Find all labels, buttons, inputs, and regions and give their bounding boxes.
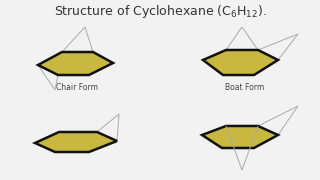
Text: Boat Form: Boat Form: [225, 83, 265, 92]
Polygon shape: [35, 132, 117, 152]
Polygon shape: [203, 50, 278, 75]
Text: Structure of Cyclohexane ($\mathregular{C_6H_{12}}$).: Structure of Cyclohexane ($\mathregular{…: [53, 3, 267, 19]
Polygon shape: [38, 52, 113, 75]
Text: Chair Form: Chair Form: [56, 83, 98, 92]
Polygon shape: [202, 126, 278, 148]
